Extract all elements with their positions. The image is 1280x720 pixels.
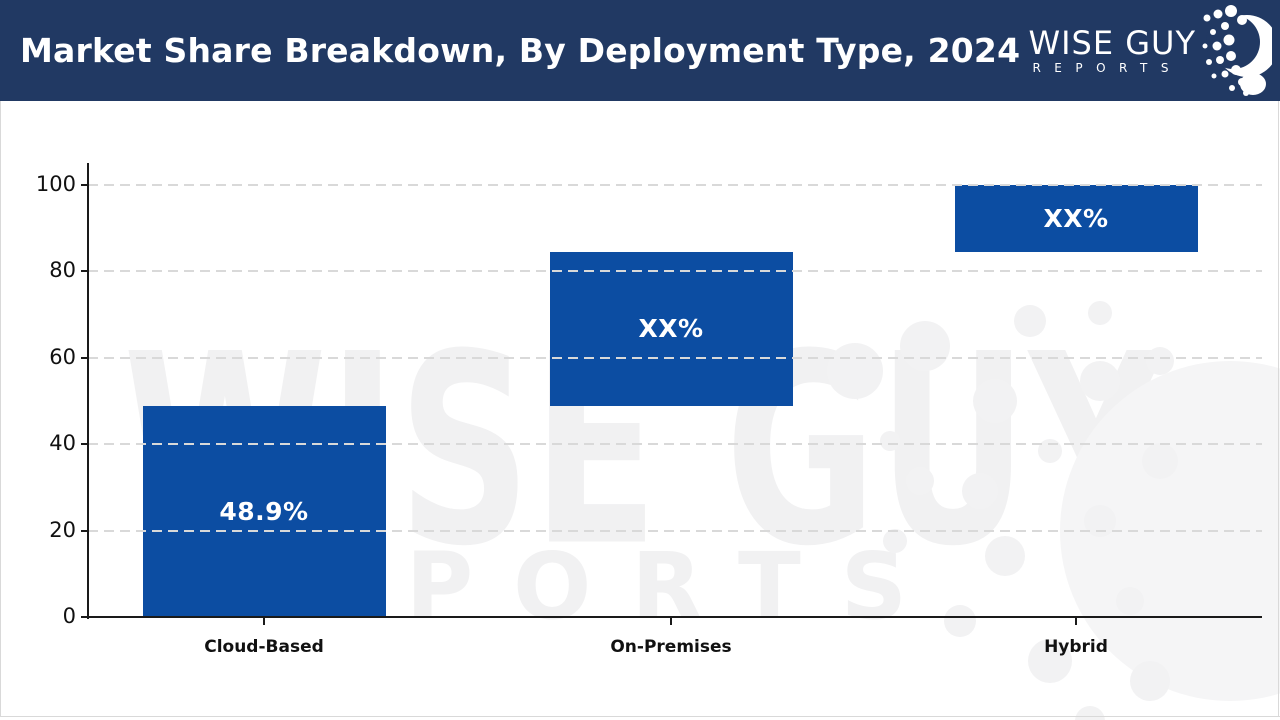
y-axis-tick: [81, 443, 88, 446]
x-axis-line: [87, 616, 1262, 618]
y-axis-tick: [81, 270, 88, 273]
y-axis-tick: [81, 356, 88, 359]
logo-subtext: REPORTS: [1032, 61, 1182, 75]
logo-wordmark: WISE GUY: [1028, 24, 1196, 62]
bar-cloud-based: 48.9%: [142, 405, 386, 617]
gridline: [88, 184, 1262, 186]
frame-border-bottom: [0, 716, 1280, 717]
y-axis-tick: [81, 616, 88, 618]
bar-value-label: XX%: [1043, 203, 1109, 233]
y-axis-tick-label: 40: [49, 431, 76, 456]
x-axis-tick: [1075, 618, 1077, 625]
x-axis-tick: [263, 618, 265, 625]
bar-value-label: 48.9%: [219, 496, 309, 526]
header-bar: Market Share Breakdown, By Deployment Ty…: [0, 0, 1280, 101]
bar-hybrid: XX%: [954, 185, 1198, 252]
bar-value-label: XX%: [638, 314, 704, 344]
x-axis-tick: [670, 618, 672, 625]
bar-on-premises: XX%: [549, 251, 793, 406]
x-axis-category-label: Cloud-Based: [204, 637, 324, 657]
x-axis-category-label: On-Premises: [610, 637, 732, 657]
y-axis-tick: [81, 184, 88, 186]
gridline: [88, 270, 1262, 273]
y-axis-tick: [81, 529, 88, 532]
frame-border-right: [1278, 101, 1279, 717]
logo-wordmark-block: WISE GUY REPORTS: [1028, 26, 1196, 75]
gridline: [88, 443, 1262, 446]
gridline: [88, 356, 1262, 359]
frame-border-left: [0, 101, 1, 717]
brand-logo: WISE GUY REPORTS: [1028, 4, 1272, 98]
x-axis-category-label: Hybrid: [1044, 637, 1108, 657]
y-axis-tick-label: 60: [49, 344, 76, 369]
y-axis-tick-label: 20: [49, 517, 76, 542]
gridline: [88, 529, 1262, 532]
y-axis-tick-label: 100: [35, 172, 76, 196]
logo-face-icon: [1202, 4, 1272, 96]
y-axis-line: [87, 163, 89, 619]
chart-title: Market Share Breakdown, By Deployment Ty…: [20, 31, 1021, 70]
y-axis-tick-label: 80: [49, 258, 76, 283]
y-axis-tick-label: 0: [62, 604, 76, 628]
watermark-face-dots: [827, 301, 1280, 720]
